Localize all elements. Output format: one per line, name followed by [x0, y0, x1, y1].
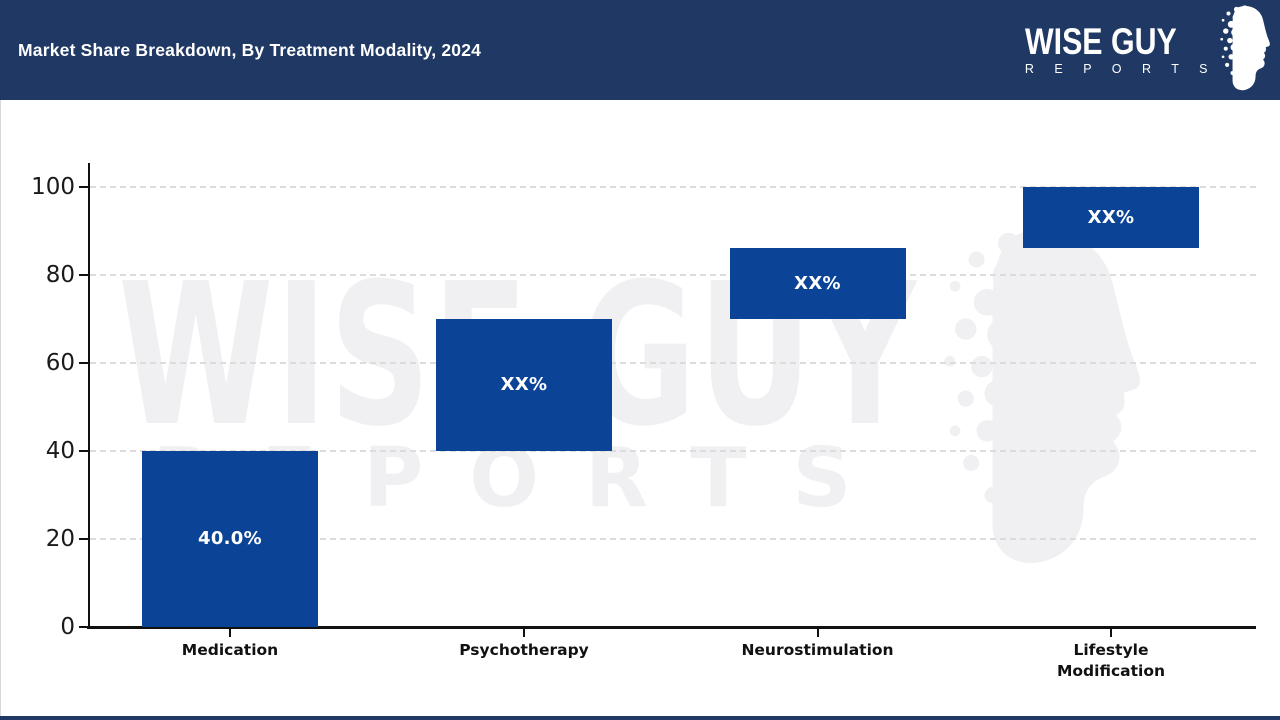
- x-axis-label-lifestyle-modification: Lifestyle Modification: [1056, 641, 1166, 680]
- bar-value-label-lifestyle-modification: XX%: [1087, 206, 1135, 228]
- y-axis-tick-20: [79, 537, 88, 540]
- y-axis-label-60: 60: [45, 349, 75, 376]
- chart-title: Market Share Breakdown, By Treatment Mod…: [18, 39, 482, 60]
- y-axis-label-40: 40: [45, 437, 75, 464]
- y-axis-tick-0: [79, 626, 88, 628]
- x-axis-label-neurostimulation: Neurostimulation: [741, 641, 894, 659]
- gridline-y-60: [90, 361, 1256, 364]
- x-axis-tick-lifestyle-modification: [1110, 628, 1112, 637]
- x-axis-label-medication: Medication: [181, 641, 279, 659]
- wise-guy-reports-logo: WISE GUY R E P O R T S: [1025, 4, 1278, 96]
- bar-value-label-medication: 40.0%: [198, 528, 262, 550]
- y-axis-tick-80: [79, 273, 88, 276]
- bar-medication: 40.0%: [142, 450, 318, 627]
- x-axis-tick-neurostimulation: [816, 628, 819, 637]
- y-axis-tick-60: [79, 361, 88, 364]
- y-axis-label-0: 0: [60, 614, 75, 640]
- logo-face-icon: [1202, 4, 1278, 96]
- header-bar: Market Share Breakdown, By Treatment Mod…: [0, 0, 1280, 100]
- y-axis-label-100: 100: [31, 173, 75, 200]
- bar-psychotherapy: XX%: [436, 318, 612, 451]
- bar-value-label-psychotherapy: XX%: [500, 374, 548, 396]
- y-axis-tick-40: [79, 449, 88, 452]
- window-left-edge: [0, 100, 1, 716]
- logo-subtitle: R E P O R T S: [1024, 61, 1216, 76]
- gridline-y-40: [90, 449, 1256, 452]
- y-axis-tick-100: [79, 185, 88, 188]
- logo-wordmark: WISE GUY: [1024, 20, 1177, 62]
- y-axis-label-20: 20: [45, 525, 75, 552]
- bar-neurostimulation: XX%: [729, 248, 906, 319]
- x-axis-tick-medication: [229, 628, 231, 637]
- logo-text: WISE GUY R E P O R T S: [1024, 20, 1216, 76]
- y-axis-label-80: 80: [45, 261, 75, 288]
- gridline-y-20: [90, 537, 1256, 540]
- gridline-y-100: [90, 185, 1256, 188]
- gridline-y-80: [90, 273, 1256, 276]
- x-axis-label-psychotherapy: Psychotherapy: [459, 641, 589, 659]
- x-axis-line: [87, 626, 1256, 629]
- footer-bar: [0, 716, 1280, 720]
- bar-value-label-neurostimulation: XX%: [794, 272, 841, 294]
- y-axis-line: [88, 163, 90, 629]
- x-axis-tick-psychotherapy: [523, 628, 525, 637]
- bar-lifestyle-modification: XX%: [1023, 186, 1199, 249]
